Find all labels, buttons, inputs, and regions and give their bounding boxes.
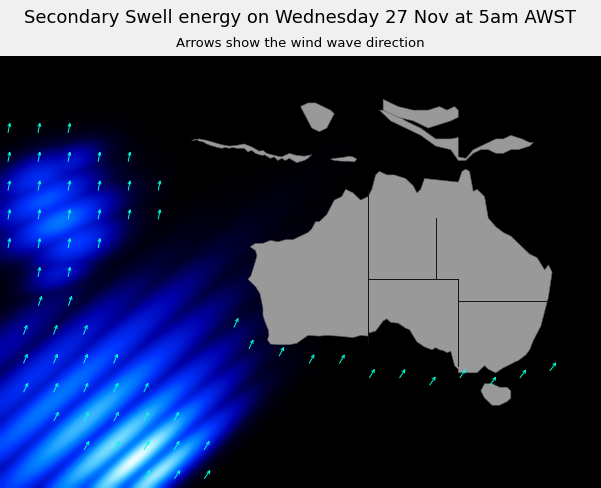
Polygon shape — [383, 99, 459, 128]
Polygon shape — [379, 110, 534, 161]
Text: Secondary Swell energy on Wednesday 27 Nov at 5am AWST: Secondary Swell energy on Wednesday 27 N… — [25, 9, 576, 27]
Polygon shape — [331, 156, 357, 162]
Polygon shape — [481, 384, 511, 405]
Polygon shape — [192, 139, 312, 163]
Polygon shape — [248, 169, 552, 373]
Polygon shape — [300, 103, 334, 132]
Text: Arrows show the wind wave direction: Arrows show the wind wave direction — [176, 37, 425, 50]
